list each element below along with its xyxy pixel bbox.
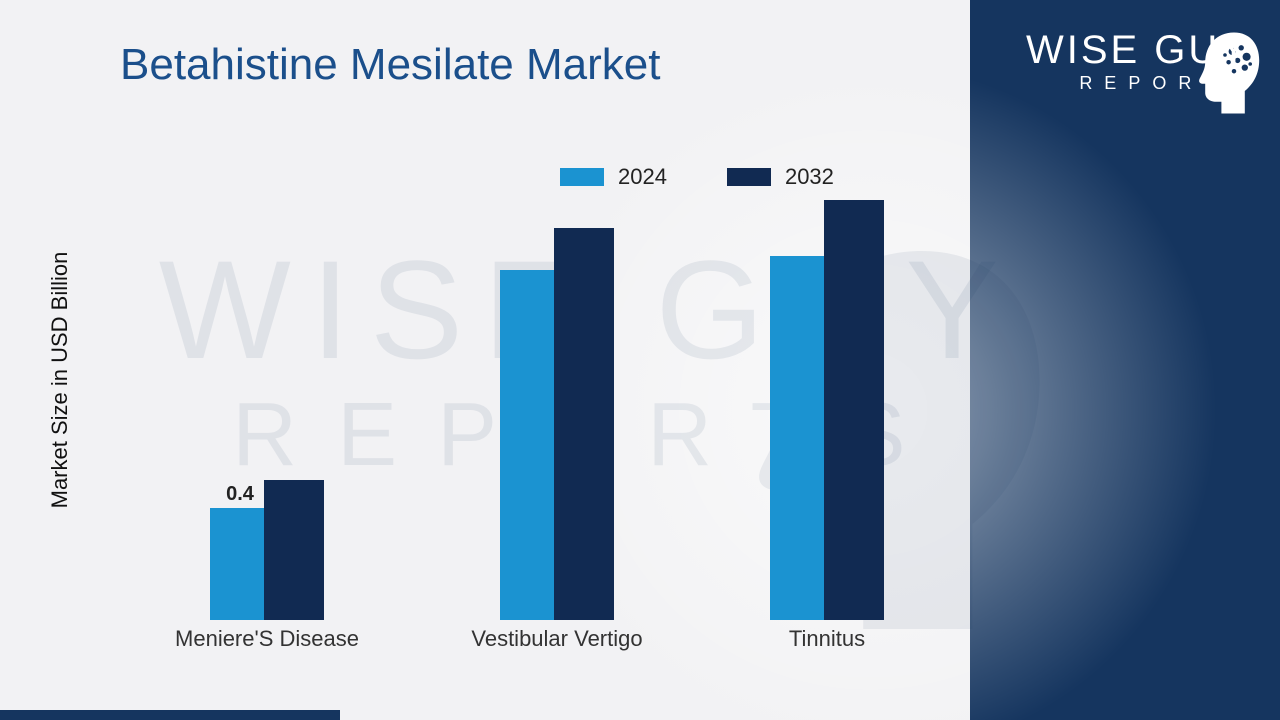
plot-area: Meniere'S Disease0.4 Vestibular Vertigo Ti… [120, 200, 960, 620]
page: WISE GUY REPORTS WISE GUY REPORTS Betahi… [0, 0, 1280, 720]
legend-item: 2032 [727, 164, 834, 190]
legend-item: 2024 [560, 164, 667, 190]
legend-swatch [727, 168, 771, 186]
brand-logo: WISE GUY REPORTS [1026, 30, 1250, 92]
bar [264, 480, 324, 620]
footer-accent-bar [0, 710, 340, 720]
category-label: Vestibular Vertigo [457, 620, 657, 652]
bar [554, 228, 614, 620]
bar [770, 256, 830, 620]
bar [210, 508, 270, 620]
bar-group: Tinnitus [770, 200, 884, 620]
brand-line1: WISE GUY [1026, 30, 1250, 70]
bar-value-label: 0.4 [226, 483, 254, 506]
legend: 2024 2032 [560, 164, 834, 190]
category-label: Meniere'S Disease [167, 620, 367, 652]
legend-label: 2032 [785, 164, 834, 190]
y-axis-label: Market Size in USD Billion [47, 252, 73, 509]
bar-group: Vestibular Vertigo [500, 228, 614, 620]
legend-label: 2024 [618, 164, 667, 190]
bar [500, 270, 560, 620]
legend-swatch [560, 168, 604, 186]
category-label: Tinnitus [727, 620, 927, 652]
bar [824, 200, 884, 620]
chart-title: Betahistine Mesilate Market [120, 40, 660, 90]
brand-line2: REPORTS [1026, 74, 1250, 92]
bar-group: Meniere'S Disease0.4 [210, 480, 324, 620]
